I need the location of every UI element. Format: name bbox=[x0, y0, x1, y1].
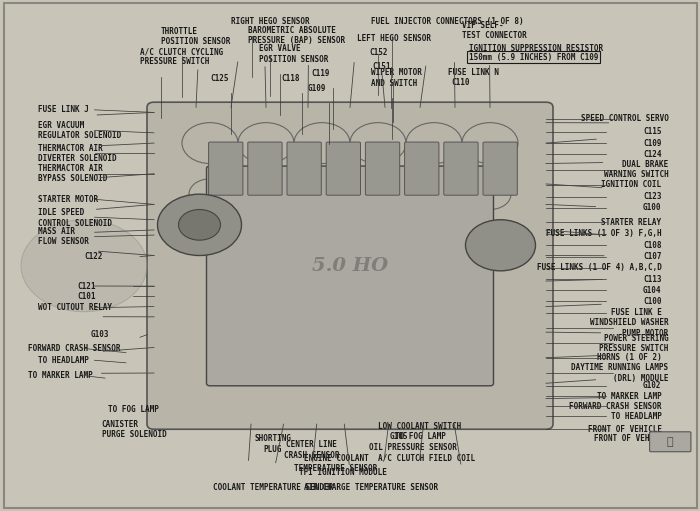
Text: BAROMETRIC ABSOLUTE
PRESSURE (BAP) SENSOR: BAROMETRIC ABSOLUTE PRESSURE (BAP) SENSO… bbox=[248, 26, 346, 45]
Text: FUSE LINK J: FUSE LINK J bbox=[38, 105, 90, 114]
Text: C110: C110 bbox=[452, 78, 470, 87]
Text: FUSE LINKS (1 OF 4) A,B,C,D: FUSE LINKS (1 OF 4) A,B,C,D bbox=[537, 263, 661, 272]
Text: G102: G102 bbox=[643, 381, 662, 390]
Text: ⮨: ⮨ bbox=[666, 437, 673, 447]
Text: FRONT OF VEHICLE: FRONT OF VEHICLE bbox=[594, 434, 668, 443]
Text: HORNS (1 OF 2): HORNS (1 OF 2) bbox=[596, 353, 662, 362]
Text: STARTER RELAY: STARTER RELAY bbox=[601, 218, 661, 227]
Text: C108: C108 bbox=[643, 241, 662, 250]
Text: A/C CLUTCH CYCLING
PRESSURE SWITCH: A/C CLUTCH CYCLING PRESSURE SWITCH bbox=[140, 47, 223, 66]
FancyBboxPatch shape bbox=[365, 142, 400, 195]
FancyBboxPatch shape bbox=[326, 142, 361, 195]
FancyBboxPatch shape bbox=[209, 142, 243, 195]
Text: C119: C119 bbox=[312, 68, 330, 78]
Text: DAYTIME RUNNING LAMPS
(DRL) MODULE: DAYTIME RUNNING LAMPS (DRL) MODULE bbox=[571, 363, 668, 383]
Text: C124: C124 bbox=[643, 150, 662, 159]
Text: FUSE LINK N: FUSE LINK N bbox=[448, 68, 499, 77]
FancyBboxPatch shape bbox=[287, 142, 321, 195]
Text: TFI IGNITION MODULE: TFI IGNITION MODULE bbox=[299, 468, 387, 477]
Text: C115: C115 bbox=[643, 127, 662, 136]
Text: FORWARD CRASH SENSOR: FORWARD CRASH SENSOR bbox=[28, 344, 120, 353]
Text: G104: G104 bbox=[643, 286, 662, 295]
Text: SPEED CONTROL SERVO: SPEED CONTROL SERVO bbox=[580, 114, 668, 123]
Text: C109: C109 bbox=[643, 138, 662, 148]
Text: LOW COOLANT SWITCH: LOW COOLANT SWITCH bbox=[379, 422, 461, 431]
Text: FRONT OF VEHICLE: FRONT OF VEHICLE bbox=[587, 425, 662, 434]
Text: STARTER MOTOR: STARTER MOTOR bbox=[38, 195, 99, 204]
Circle shape bbox=[466, 220, 536, 271]
FancyBboxPatch shape bbox=[444, 142, 478, 195]
Text: A/C CLUTCH FIELD COIL: A/C CLUTCH FIELD COIL bbox=[379, 454, 475, 463]
Text: FUSE LINKS (1 OF 3) F,G,H: FUSE LINKS (1 OF 3) F,G,H bbox=[546, 229, 662, 238]
Text: C113: C113 bbox=[643, 274, 662, 284]
Text: CANISTER
PURGE SOLENOID: CANISTER PURGE SOLENOID bbox=[102, 420, 167, 439]
Text: IGNITION SUPPRESSION RESISTOR: IGNITION SUPPRESSION RESISTOR bbox=[469, 44, 603, 53]
Text: TO MARKER LAMP: TO MARKER LAMP bbox=[28, 371, 92, 380]
Text: SHORTING
PLUG: SHORTING PLUG bbox=[255, 434, 291, 454]
Text: VIP SELF-
TEST CONNECTOR: VIP SELF- TEST CONNECTOR bbox=[462, 21, 526, 40]
Text: C125: C125 bbox=[210, 74, 228, 83]
Text: LEFT HEGO SENSOR: LEFT HEGO SENSOR bbox=[357, 34, 431, 43]
Text: TO MARKER LAMP: TO MARKER LAMP bbox=[596, 391, 662, 401]
Text: C123: C123 bbox=[643, 192, 662, 201]
Circle shape bbox=[21, 220, 147, 312]
Text: EGR VACUUM
REGULATOR SOLENOID: EGR VACUUM REGULATOR SOLENOID bbox=[38, 121, 122, 140]
Text: TO HEADLAMP: TO HEADLAMP bbox=[610, 412, 662, 421]
Text: FUSE LINK E: FUSE LINK E bbox=[610, 308, 662, 317]
FancyBboxPatch shape bbox=[206, 166, 494, 386]
Text: RIGHT HEGO SENSOR: RIGHT HEGO SENSOR bbox=[231, 16, 309, 26]
Text: WIPER MOTOR
AND SWITCH: WIPER MOTOR AND SWITCH bbox=[371, 68, 422, 88]
Text: G109: G109 bbox=[308, 84, 326, 93]
Text: C107: C107 bbox=[643, 252, 662, 261]
Text: C100: C100 bbox=[643, 297, 662, 306]
FancyBboxPatch shape bbox=[650, 432, 691, 452]
Text: CENTER LINE
CRASH SENSOR: CENTER LINE CRASH SENSOR bbox=[284, 440, 340, 460]
Text: OIL PRESSURE SENSOR: OIL PRESSURE SENSOR bbox=[369, 443, 457, 452]
Text: COOLANT TEMPERATURE SENDER: COOLANT TEMPERATURE SENDER bbox=[213, 483, 333, 492]
Text: C101: C101 bbox=[77, 292, 95, 301]
Text: G100: G100 bbox=[643, 203, 662, 213]
FancyBboxPatch shape bbox=[405, 142, 439, 195]
Text: 150mm (5.9 INCHES) FROM C109: 150mm (5.9 INCHES) FROM C109 bbox=[469, 53, 598, 62]
Text: IDLE SPEED
CONTROL SOLENOID: IDLE SPEED CONTROL SOLENOID bbox=[38, 208, 113, 228]
Text: TO HEADLAMP: TO HEADLAMP bbox=[38, 356, 90, 365]
Text: C152: C152 bbox=[370, 48, 388, 57]
Text: THERMACTOR AIR
DIVERTER SOLENOID: THERMACTOR AIR DIVERTER SOLENOID bbox=[38, 144, 117, 163]
Text: ENGINE COOLANT
TEMPERATURE SENSOR: ENGINE COOLANT TEMPERATURE SENSOR bbox=[295, 454, 377, 473]
Text: TO FOG LAMP: TO FOG LAMP bbox=[108, 405, 160, 414]
FancyBboxPatch shape bbox=[248, 142, 282, 195]
Circle shape bbox=[178, 210, 220, 240]
Text: C118: C118 bbox=[281, 74, 300, 83]
Text: C122: C122 bbox=[84, 252, 102, 261]
Circle shape bbox=[158, 194, 241, 256]
Text: C121: C121 bbox=[77, 282, 95, 291]
Text: THERMACTOR AIR
BYPASS SOLENOID: THERMACTOR AIR BYPASS SOLENOID bbox=[38, 164, 108, 183]
Text: G105: G105 bbox=[390, 432, 408, 441]
Text: THROTTLE
POSITION SENSOR: THROTTLE POSITION SENSOR bbox=[161, 27, 230, 46]
Text: FUEL INJECTOR CONNECTORS (1 OF 8): FUEL INJECTOR CONNECTORS (1 OF 8) bbox=[371, 16, 524, 26]
Text: EGR VALVE
POSITION SENSOR: EGR VALVE POSITION SENSOR bbox=[259, 44, 328, 64]
Text: IGNITION COIL: IGNITION COIL bbox=[601, 180, 661, 190]
FancyBboxPatch shape bbox=[483, 142, 517, 195]
Text: C151: C151 bbox=[372, 61, 391, 71]
Text: MASS AIR
FLOW SENSOR: MASS AIR FLOW SENSOR bbox=[38, 227, 90, 246]
FancyBboxPatch shape bbox=[147, 102, 553, 429]
Text: 5.0 HO: 5.0 HO bbox=[312, 257, 388, 275]
Text: WOT CUTOUT RELAY: WOT CUTOUT RELAY bbox=[38, 303, 113, 312]
Text: DUAL BRAKE
WARNING SWITCH: DUAL BRAKE WARNING SWITCH bbox=[603, 160, 668, 179]
Text: WINDSHIELD WASHER
PUMP MOTOR: WINDSHIELD WASHER PUMP MOTOR bbox=[590, 318, 668, 338]
Text: POWER STEERING
PRESSURE SWITCH: POWER STEERING PRESSURE SWITCH bbox=[599, 334, 668, 353]
Text: TO FOG LAMP: TO FOG LAMP bbox=[395, 432, 445, 441]
Text: FORWARD CRASH SENSOR: FORWARD CRASH SENSOR bbox=[569, 402, 661, 411]
Text: AIR CHARGE TEMPERATURE SENSOR: AIR CHARGE TEMPERATURE SENSOR bbox=[304, 483, 438, 492]
Text: G103: G103 bbox=[91, 330, 109, 339]
